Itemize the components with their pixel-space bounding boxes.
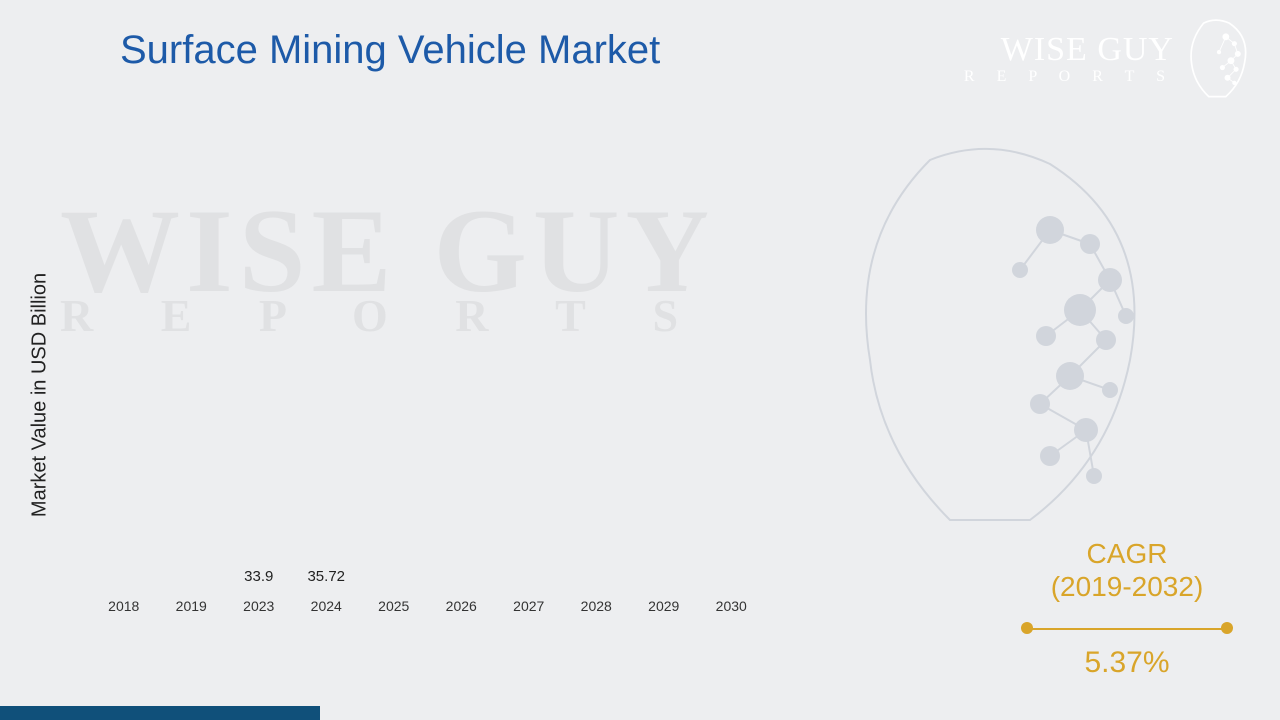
logo-line1: WISE GUY xyxy=(964,33,1174,67)
x-tick-label: 2024 xyxy=(293,594,361,620)
logo-head-icon xyxy=(1184,18,1254,100)
x-tick-label: 2018 xyxy=(90,594,158,620)
bar-2019 xyxy=(158,568,226,590)
x-tick-label: 2019 xyxy=(158,594,226,620)
cagr-label: CAGR xyxy=(1087,538,1168,569)
cagr-block: CAGR (2019-2032) 5.37% xyxy=(1002,537,1252,680)
x-tick-label: 2028 xyxy=(563,594,631,620)
bottom-stripe xyxy=(0,706,320,720)
x-tick-label: 2029 xyxy=(630,594,698,620)
bar-2027 xyxy=(495,568,563,590)
bar-2029 xyxy=(630,568,698,590)
y-axis-label: Market Value in USD Billion xyxy=(29,273,52,517)
cagr-separator xyxy=(1027,618,1227,638)
bar-2018 xyxy=(90,568,158,590)
brand-logo: WISE GUY R E P O R T S xyxy=(964,18,1254,100)
bar-2023: 33.9 xyxy=(225,568,293,590)
bar-2025 xyxy=(360,568,428,590)
cagr-value: 5.37% xyxy=(1002,646,1252,680)
bar-2028 xyxy=(563,568,631,590)
x-tick-label: 2026 xyxy=(428,594,496,620)
bar-value-label: 33.9 xyxy=(244,568,273,586)
cagr-period: (2019-2032) xyxy=(1051,571,1204,602)
x-tick-label: 2025 xyxy=(360,594,428,620)
bar-2026 xyxy=(428,568,496,590)
x-tick-label: 2030 xyxy=(698,594,766,620)
logo-line2: R E P O R T S xyxy=(964,69,1174,85)
bar-2024: 35.72 xyxy=(293,568,361,590)
bar-value-label: 35.72 xyxy=(307,568,345,586)
x-tick-label: 2027 xyxy=(495,594,563,620)
chart-title: Surface Mining Vehicle Market xyxy=(120,28,660,73)
x-tick-label: 2023 xyxy=(225,594,293,620)
